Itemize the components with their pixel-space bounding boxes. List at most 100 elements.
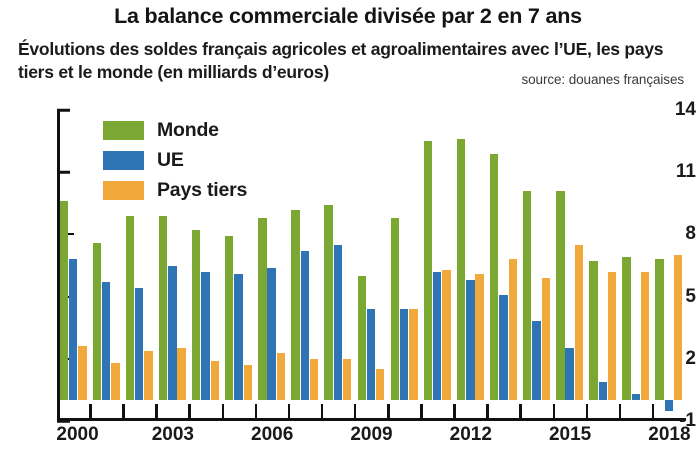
x-axis-tick-mark xyxy=(453,404,456,419)
y-axis-tick-label: 8 xyxy=(685,223,696,245)
bar-monde-2004 xyxy=(191,230,201,401)
legend-swatch-tiers-icon xyxy=(103,181,144,200)
legend-swatch-ue-icon xyxy=(103,151,144,170)
bar-monde-2006 xyxy=(258,217,267,401)
bar-pays-tiers-2001 xyxy=(111,362,120,401)
x-axis-tick-label: 2015 xyxy=(548,424,592,445)
x-axis-tick-mark xyxy=(387,404,390,419)
bar-pays-tiers-2015 xyxy=(574,244,584,401)
bar-pays-tiers-2004 xyxy=(210,360,219,401)
y-axis-tick-label: 5 xyxy=(685,285,696,307)
legend-label: Monde xyxy=(157,119,219,141)
bar-monde-2011 xyxy=(423,141,433,401)
bar-monde-2015 xyxy=(556,190,565,401)
source-note: source: douanes françaises xyxy=(521,72,685,87)
bar-monde-2007 xyxy=(291,209,300,401)
legend-label: UE xyxy=(157,149,184,171)
chart-subtitle: Évolutions des soldes français agricoles… xyxy=(18,39,664,82)
page-title: La balance commerciale divisée par 2 en … xyxy=(114,4,582,28)
chart-legend: Monde UE Pays tiers xyxy=(103,117,247,207)
bar-ue-2003 xyxy=(168,265,177,401)
bar-ue-2013 xyxy=(499,294,508,401)
bar-pays-tiers-2018 xyxy=(674,255,683,401)
bar-pays-tiers-2002 xyxy=(144,350,153,401)
bar-monde-2000 xyxy=(59,201,68,401)
bar-ue-2015 xyxy=(565,348,574,401)
bar-pays-tiers-2014 xyxy=(541,277,551,401)
x-axis-tick-mark xyxy=(618,404,622,419)
bar-ue-2008 xyxy=(333,244,343,401)
bar-pays-tiers-2008 xyxy=(342,358,352,401)
bar-monde-2013 xyxy=(489,153,499,401)
bar-monde-2010 xyxy=(390,217,399,401)
bar-pays-tiers-2000 xyxy=(78,346,87,401)
bar-monde-2012 xyxy=(456,139,466,401)
bar-ue-2007 xyxy=(300,250,309,401)
bar-monde-2014 xyxy=(523,190,532,401)
bar-monde-2009 xyxy=(357,275,366,401)
legend-item-monde[interactable]: Monde xyxy=(103,117,247,144)
bar-pays-tiers-2012 xyxy=(475,273,484,401)
x-axis-tick-mark xyxy=(188,404,191,419)
bar-pays-tiers-2003 xyxy=(177,348,186,401)
x-axis-tick-mark xyxy=(254,404,258,419)
bar-pays-tiers-2011 xyxy=(442,269,451,401)
y-axis-tick-mark xyxy=(57,170,70,174)
x-axis-tick-mark xyxy=(519,404,522,419)
x-axis-tick-mark xyxy=(287,404,291,419)
legend-label: Pays tiers xyxy=(157,179,248,201)
x-axis-line xyxy=(57,418,686,421)
bar-monde-2002 xyxy=(125,215,135,401)
bar-ue-2014 xyxy=(532,321,541,401)
bar-monde-2008 xyxy=(324,205,333,401)
bar-ue-2002 xyxy=(135,288,144,401)
y-axis-tick-label: 11 xyxy=(675,161,696,183)
bar-pays-tiers-2006 xyxy=(276,352,286,401)
legend-item-tiers[interactable]: Pays tiers xyxy=(103,177,247,204)
x-axis-tick-mark xyxy=(552,404,556,419)
bar-monde-2003 xyxy=(158,215,168,401)
x-axis-tick-mark xyxy=(155,404,158,419)
plot-area xyxy=(57,110,685,411)
x-axis-tick-mark xyxy=(651,404,655,419)
x-axis-tick-mark xyxy=(353,404,357,419)
bar-monde-2018 xyxy=(655,259,664,401)
bar-monde-2017 xyxy=(622,257,631,401)
bar-ue-2010 xyxy=(399,309,409,401)
x-axis-tick-label: 2000 xyxy=(56,424,99,445)
bar-ue-2018 xyxy=(664,400,674,411)
x-axis-tick-label: 2012 xyxy=(449,424,492,445)
x-axis-tick-mark xyxy=(486,404,489,419)
x-axis-tick-mark xyxy=(221,404,225,419)
x-axis-tick-mark xyxy=(320,404,324,419)
bar-pays-tiers-2013 xyxy=(508,259,517,401)
x-axis-tick-mark xyxy=(122,404,125,419)
bar-pays-tiers-2017 xyxy=(640,271,650,401)
bar-ue-2016 xyxy=(598,381,607,401)
bar-ue-2012 xyxy=(466,280,475,401)
y-axis-tick-mark xyxy=(57,108,70,112)
x-axis-tick-label: 2009 xyxy=(350,424,393,445)
bar-pays-tiers-2016 xyxy=(607,271,617,401)
bar-ue-2004 xyxy=(201,271,210,401)
bar-ue-2009 xyxy=(366,309,376,401)
legend-item-ue[interactable]: UE xyxy=(103,147,247,174)
x-axis-tick-mark xyxy=(585,404,589,419)
bar-pays-tiers-2007 xyxy=(309,358,319,401)
y-axis-tick-label: 14 xyxy=(674,99,696,120)
y-axis-line xyxy=(57,110,60,421)
y-axis-tick-label: 2 xyxy=(685,347,696,369)
x-axis-tick-label: 2006 xyxy=(251,424,294,445)
bar-ue-2011 xyxy=(433,271,442,401)
legend-swatch-monde-icon xyxy=(103,121,144,140)
x-axis-tick-label: 2018 xyxy=(648,424,691,445)
bar-ue-2017 xyxy=(631,394,641,401)
y-axis-tick-mark xyxy=(57,419,70,423)
x-axis-tick-mark xyxy=(89,404,92,419)
bar-pays-tiers-2010 xyxy=(409,309,418,401)
bar-monde-2005 xyxy=(225,236,234,401)
x-axis-tick-mark xyxy=(420,404,423,419)
bar-ue-2006 xyxy=(267,267,276,401)
bar-pays-tiers-2009 xyxy=(376,369,385,401)
